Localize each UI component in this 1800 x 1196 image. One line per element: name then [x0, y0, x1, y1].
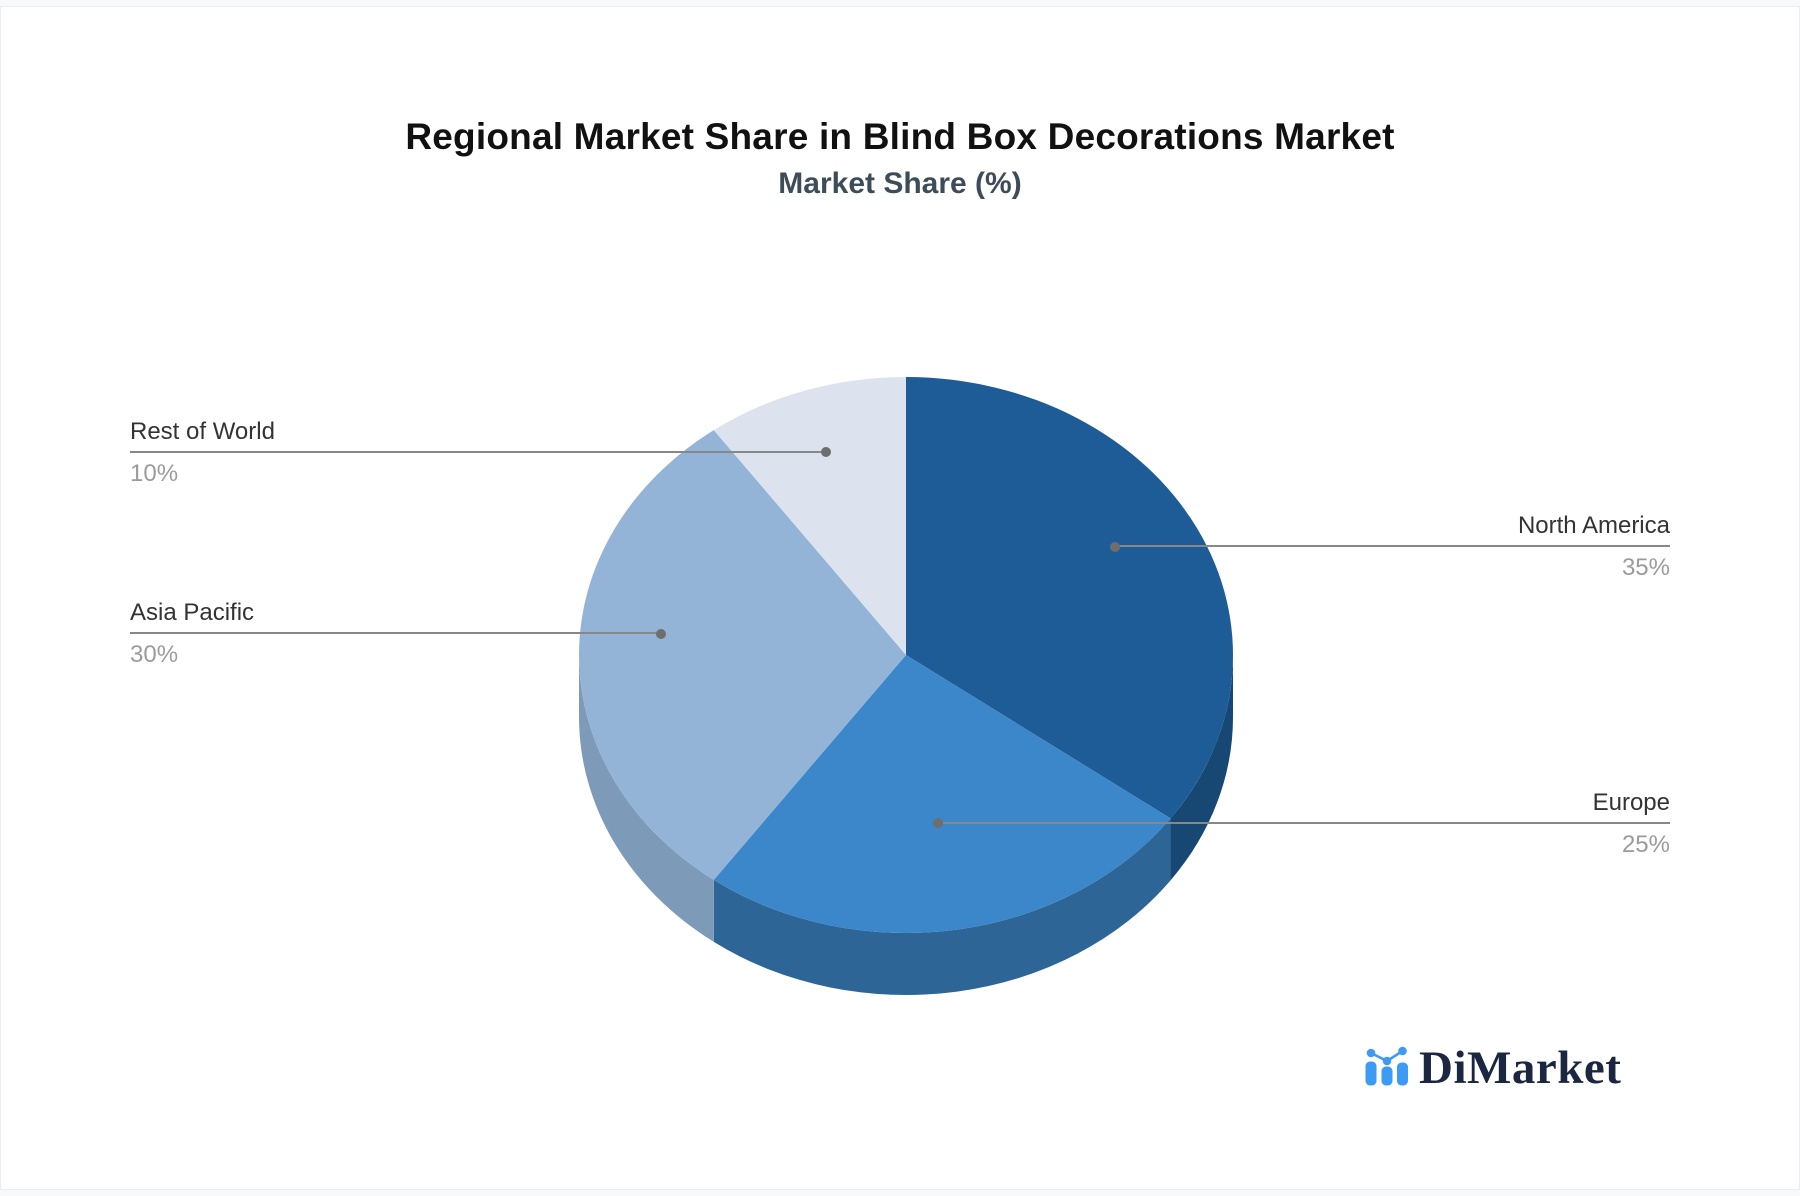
pie-slice-north-america[interactable]	[906, 377, 1233, 819]
pie-side-europe	[713, 818, 1171, 996]
bottom-edge	[0, 1189, 1800, 1196]
trend-bars-icon	[1365, 1046, 1408, 1086]
pie-slice-europe[interactable]	[713, 655, 1171, 934]
connector-dot-europe	[933, 818, 943, 828]
connector-dot-asia-pacific	[656, 629, 666, 639]
chart-subtitle: Market Share (%)	[778, 167, 1022, 200]
chart-title: Regional Market Share in Blind Box Decor…	[405, 116, 1395, 157]
dimarket-logo: DiMarket	[1363, 1040, 1643, 1104]
pie-slice-asia-pacific[interactable]	[578, 430, 906, 880]
pie-side-north-america	[1170, 655, 1233, 881]
pie-side-asia-pacific	[578, 655, 714, 942]
top-edge	[0, 0, 1800, 7]
pie-slice-rest-of-world[interactable]	[713, 377, 906, 655]
connector-dot-rest-of-world	[821, 447, 831, 457]
logo-text: DiMarket	[1419, 1042, 1622, 1094]
connector-dot-north-america	[1110, 542, 1120, 552]
